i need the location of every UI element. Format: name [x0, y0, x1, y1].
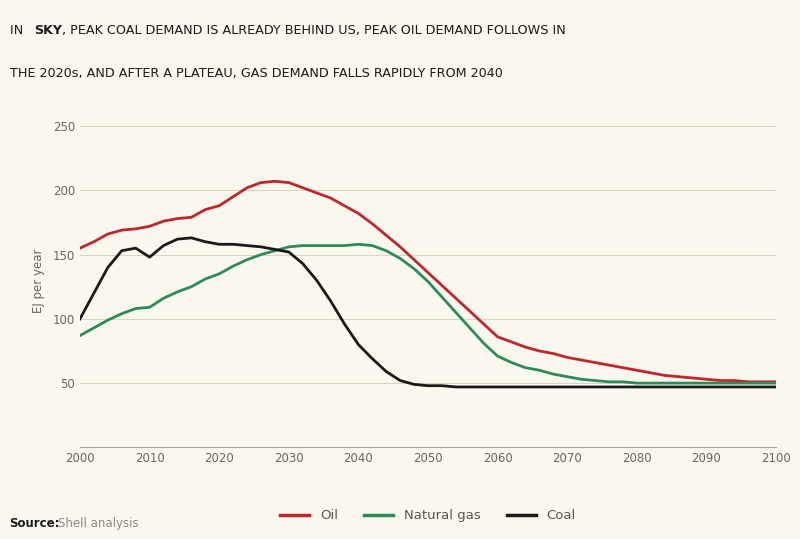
Oil — [590, 360, 600, 366]
Natural gas — [632, 380, 642, 386]
Natural gas — [771, 380, 781, 386]
Coal — [186, 234, 196, 241]
Text: Source:: Source: — [10, 517, 60, 530]
Text: , PEAK COAL DEMAND IS ALREADY BEHIND US, PEAK OIL DEMAND FOLLOWS IN: , PEAK COAL DEMAND IS ALREADY BEHIND US,… — [62, 24, 566, 37]
Coal — [312, 277, 322, 284]
Oil — [312, 190, 322, 196]
Natural gas — [284, 244, 294, 250]
Coal — [242, 243, 252, 249]
Coal — [604, 384, 614, 390]
Oil — [298, 184, 307, 191]
Oil — [549, 350, 558, 357]
Oil — [743, 378, 753, 385]
Natural gas — [298, 243, 307, 249]
Coal — [451, 384, 461, 390]
Coal — [758, 384, 767, 390]
Coal — [771, 384, 781, 390]
Natural gas — [75, 333, 85, 339]
Natural gas — [590, 377, 600, 384]
Coal — [298, 260, 307, 267]
Coal — [562, 384, 572, 390]
Coal — [75, 316, 85, 322]
Oil — [75, 245, 85, 251]
Text: IN: IN — [10, 24, 27, 37]
Oil — [771, 378, 781, 385]
Natural gas — [228, 263, 238, 270]
Text: SKY: SKY — [34, 24, 62, 37]
Oil — [758, 378, 767, 385]
Natural gas — [549, 371, 558, 377]
Y-axis label: EJ per year: EJ per year — [31, 248, 45, 313]
Natural gas — [758, 380, 767, 386]
Legend: Oil, Natural gas, Coal: Oil, Natural gas, Coal — [275, 504, 581, 528]
Oil — [270, 178, 280, 184]
Natural gas — [354, 241, 363, 247]
Line: Coal: Coal — [80, 238, 776, 387]
Text: THE 2020s, AND AFTER A PLATEAU, GAS DEMAND FALLS RAPIDLY FROM 2040: THE 2020s, AND AFTER A PLATEAU, GAS DEMA… — [10, 67, 502, 80]
Line: Oil: Oil — [80, 181, 776, 382]
Text: Shell analysis: Shell analysis — [58, 517, 138, 530]
Oil — [228, 194, 238, 200]
Line: Natural gas: Natural gas — [80, 244, 776, 383]
